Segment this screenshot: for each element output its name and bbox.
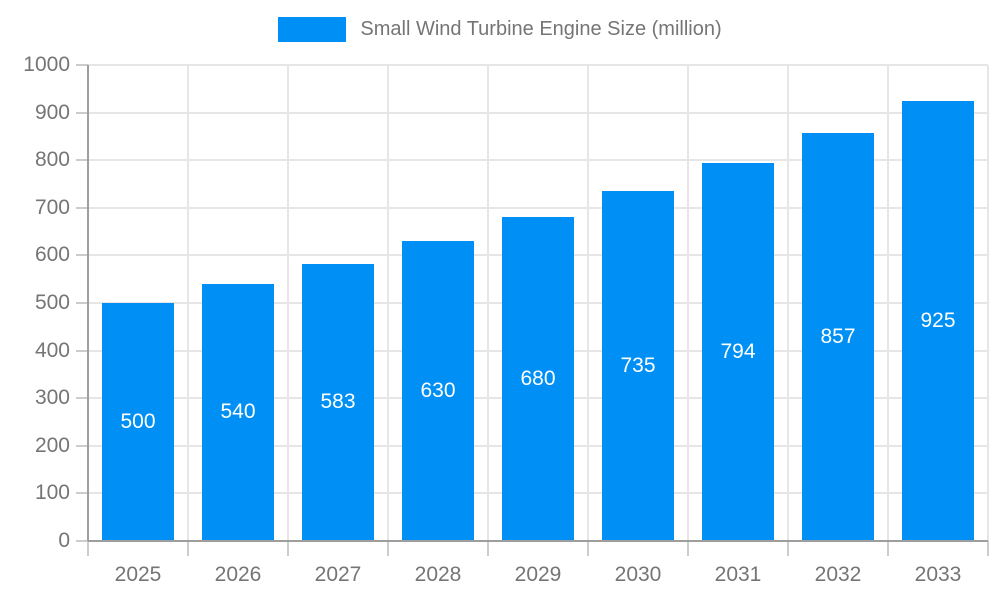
bar-value-label: 630	[420, 379, 456, 403]
y-tick	[76, 349, 88, 352]
y-axis-tick-label: 900	[34, 100, 70, 124]
x-tick	[187, 541, 189, 556]
bar-value-label: 857	[820, 325, 856, 349]
bar-value-label: 540	[220, 400, 256, 424]
gridline-vertical	[687, 65, 689, 541]
bar-value-label: 583	[320, 390, 356, 414]
x-tick	[787, 541, 789, 556]
y-tick	[76, 540, 88, 542]
gridline-vertical	[187, 65, 189, 541]
y-tick	[76, 492, 88, 495]
y-tick	[76, 444, 88, 447]
gridline-vertical	[587, 65, 589, 541]
x-axis-tick-label: 2030	[614, 563, 662, 586]
bar-value-label: 500	[120, 410, 156, 433]
x-axis-tick-label: 2028	[414, 563, 462, 586]
x-tick	[887, 541, 889, 556]
x-axis-tick-label: 2027	[314, 563, 362, 586]
gridline-vertical	[387, 65, 389, 541]
bar-2027[interactable]: 583	[302, 263, 374, 541]
gridline-horizontal	[88, 64, 988, 66]
x-tick	[687, 541, 689, 556]
x-tick	[587, 541, 589, 556]
gridline-vertical	[487, 65, 489, 541]
x-axis-line	[88, 540, 988, 542]
bar-value-label: 794	[720, 340, 756, 364]
y-axis-tick-label: 800	[34, 148, 70, 172]
x-axis-tick-label: 2031	[714, 563, 762, 586]
y-tick	[76, 397, 88, 400]
y-axis-tick-label: 700	[34, 195, 70, 219]
gridline-vertical	[287, 65, 289, 541]
bar-2029[interactable]: 680	[502, 217, 574, 541]
bar-2033[interactable]: 925	[902, 100, 974, 541]
x-tick	[87, 541, 89, 556]
y-axis-tick-label: 300	[34, 386, 70, 410]
y-tick	[76, 111, 88, 114]
y-tick	[76, 206, 88, 209]
y-axis-tick-label: 500	[34, 291, 70, 314]
x-axis-tick-label: 2025	[114, 563, 162, 586]
y-tick	[76, 254, 88, 257]
y-axis-tick-label: 0	[58, 529, 70, 552]
bar-2025[interactable]: 500	[102, 303, 174, 541]
y-axis-tick-label: 600	[34, 243, 70, 267]
y-axis-tick-label: 400	[34, 338, 70, 362]
y-axis-tick-label: 200	[34, 433, 70, 457]
x-tick	[287, 541, 289, 556]
bar-2031[interactable]: 794	[702, 163, 774, 541]
gridline-horizontal	[88, 111, 988, 114]
y-tick	[76, 302, 88, 304]
bar-2028[interactable]: 630	[402, 241, 474, 541]
bar-value-label: 735	[620, 354, 656, 378]
y-axis-tick-label: 100	[34, 481, 70, 505]
gridline-horizontal	[88, 206, 988, 209]
x-tick	[987, 541, 989, 556]
x-axis-tick-label: 2026	[214, 563, 262, 586]
gridline-vertical	[787, 65, 789, 541]
plot-area: 0 100 200 300 400 500 600 700 800 900 1000 500 2025 5…	[23, 53, 989, 586]
bar-2032[interactable]: 857	[802, 133, 874, 541]
y-tick	[76, 64, 88, 66]
x-axis-tick-label: 2029	[514, 563, 562, 586]
gridline-vertical	[887, 65, 889, 541]
y-axis-line	[87, 65, 89, 541]
x-tick	[387, 541, 389, 556]
x-axis-tick-label: 2032	[814, 563, 862, 586]
bar-value-label: 925	[920, 308, 956, 332]
gridline-vertical	[987, 65, 989, 541]
y-tick	[76, 159, 88, 162]
x-axis-tick-label: 2033	[914, 563, 962, 586]
bar-value-label: 680	[520, 367, 556, 391]
legend-label: Small Wind Turbine Engine Size (million)	[360, 18, 722, 40]
x-tick	[487, 541, 489, 556]
legend-swatch	[278, 17, 347, 42]
bar-2026[interactable]: 540	[202, 283, 274, 541]
legend[interactable]: Small Wind Turbine Engine Size (million)	[0, 17, 1000, 42]
bar-2030[interactable]: 735	[602, 191, 674, 541]
y-axis-tick-label: 1000	[23, 53, 70, 76]
gridline-horizontal	[88, 159, 988, 162]
